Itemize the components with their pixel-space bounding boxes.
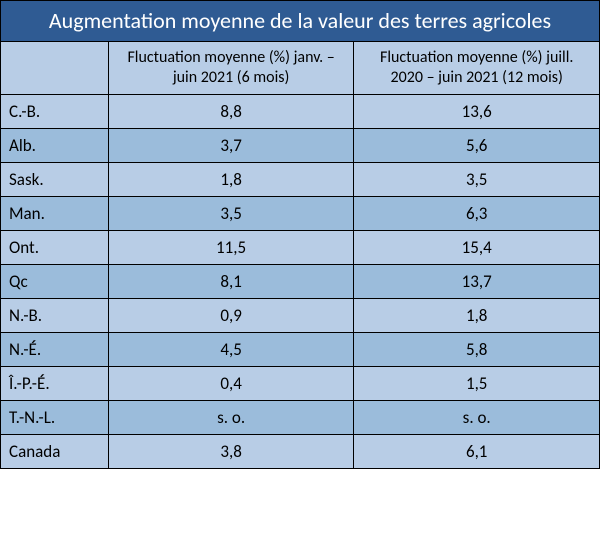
cell-6mo: 3,8 xyxy=(108,434,354,468)
table-row: Î.-P.-É.0,41,5 xyxy=(1,366,600,400)
col-header-6mo: Fluctuation moyenne (%) janv. – juin 202… xyxy=(108,41,354,94)
col-header-region xyxy=(1,41,109,94)
cell-region: N.-B. xyxy=(1,298,109,332)
cell-region: Alb. xyxy=(1,128,109,162)
cell-12mo: 6,3 xyxy=(354,196,600,230)
cell-12mo: s. o. xyxy=(354,400,600,434)
table-row: T.-N.-L.s. o.s. o. xyxy=(1,400,600,434)
cell-12mo: 5,8 xyxy=(354,332,600,366)
table-title: Augmentation moyenne de la valeur des te… xyxy=(1,1,600,42)
cell-6mo: s. o. xyxy=(108,400,354,434)
cell-12mo: 13,7 xyxy=(354,264,600,298)
cell-region: Qc xyxy=(1,264,109,298)
table-row: Canada3,86,1 xyxy=(1,434,600,468)
table-row: Qc8,113,7 xyxy=(1,264,600,298)
cell-6mo: 8,8 xyxy=(108,94,354,128)
cell-6mo: 0,9 xyxy=(108,298,354,332)
cell-6mo: 11,5 xyxy=(108,230,354,264)
cell-region: C.-B. xyxy=(1,94,109,128)
cell-12mo: 1,8 xyxy=(354,298,600,332)
table-body: C.-B.8,813,6Alb.3,75,6Sask.1,83,5Man.3,5… xyxy=(1,94,600,468)
table-row: Sask.1,83,5 xyxy=(1,162,600,196)
table-row: N.-B.0,91,8 xyxy=(1,298,600,332)
cell-6mo: 8,1 xyxy=(108,264,354,298)
cell-6mo: 3,7 xyxy=(108,128,354,162)
farmland-value-table: Augmentation moyenne de la valeur des te… xyxy=(0,0,600,469)
cell-6mo: 3,5 xyxy=(108,196,354,230)
cell-region: Man. xyxy=(1,196,109,230)
cell-region: Canada xyxy=(1,434,109,468)
cell-12mo: 15,4 xyxy=(354,230,600,264)
col-header-12mo: Fluctuation moyenne (%) juill. 2020 – ju… xyxy=(354,41,600,94)
cell-12mo: 1,5 xyxy=(354,366,600,400)
table-row: Alb.3,75,6 xyxy=(1,128,600,162)
table-row: N.-É.4,55,8 xyxy=(1,332,600,366)
cell-6mo: 0,4 xyxy=(108,366,354,400)
cell-6mo: 4,5 xyxy=(108,332,354,366)
cell-12mo: 3,5 xyxy=(354,162,600,196)
table-row: C.-B.8,813,6 xyxy=(1,94,600,128)
cell-6mo: 1,8 xyxy=(108,162,354,196)
cell-12mo: 13,6 xyxy=(354,94,600,128)
cell-region: N.-É. xyxy=(1,332,109,366)
table-row: Man.3,56,3 xyxy=(1,196,600,230)
table-row: Ont.11,515,4 xyxy=(1,230,600,264)
cell-region: Ont. xyxy=(1,230,109,264)
cell-region: Î.-P.-É. xyxy=(1,366,109,400)
cell-region: Sask. xyxy=(1,162,109,196)
cell-12mo: 6,1 xyxy=(354,434,600,468)
cell-region: T.-N.-L. xyxy=(1,400,109,434)
farmland-value-table-container: Augmentation moyenne de la valeur des te… xyxy=(0,0,600,469)
cell-12mo: 5,6 xyxy=(354,128,600,162)
